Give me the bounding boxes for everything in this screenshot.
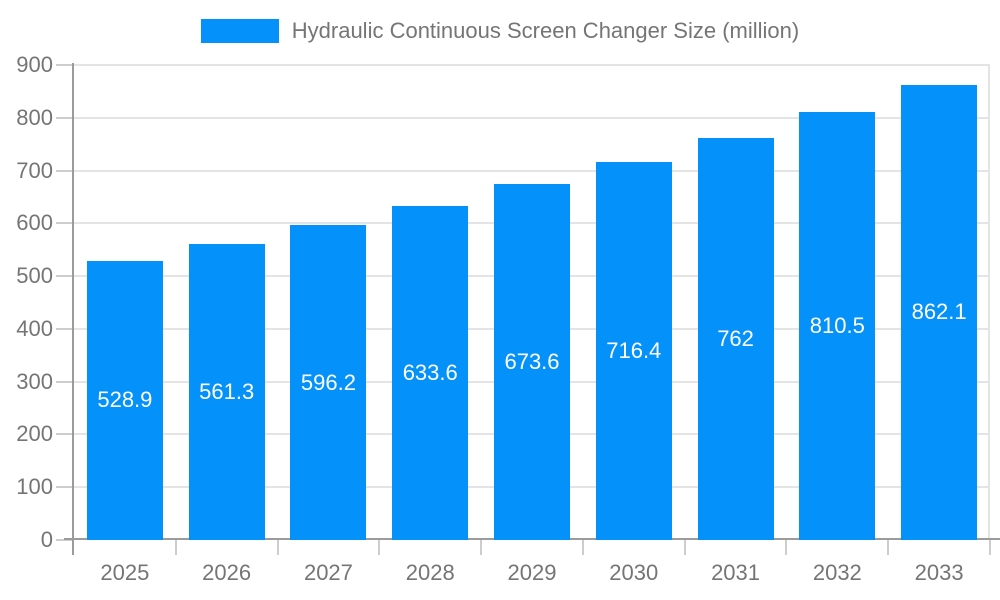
bar-value-label-2033: 862.1 <box>911 299 967 325</box>
xtick-mark-2 <box>276 540 279 555</box>
ytick-label-600: 600 <box>16 210 53 236</box>
bar-2033[interactable]: 862.1 <box>901 85 978 540</box>
ytick-mark-800 <box>56 116 74 119</box>
gridline-right-border <box>988 65 990 540</box>
xtick-mark-6 <box>683 540 686 555</box>
xtick-mark-9 <box>989 540 991 555</box>
bar-2026[interactable]: 561.3 <box>188 243 265 540</box>
bar-value-label-2031: 762 <box>717 325 754 351</box>
bar-value-label-2025: 528.9 <box>97 387 153 413</box>
ytick-label-200: 200 <box>16 421 53 447</box>
xtick-label-2032: 2032 <box>812 560 862 585</box>
y-axis-line <box>72 63 74 555</box>
xtick-mark-8 <box>887 540 890 555</box>
ytick-label-300: 300 <box>16 368 53 394</box>
xtick-label-2030: 2030 <box>609 560 659 585</box>
bar-value-label-2026: 561.3 <box>199 378 255 404</box>
bar-2032[interactable]: 810.5 <box>799 112 876 540</box>
bar-2030[interactable]: 716.4 <box>595 161 672 540</box>
ytick-mark-300 <box>56 380 74 383</box>
bar-value-label-2029: 673.6 <box>504 349 560 375</box>
bar-value-label-2027: 596.2 <box>300 369 356 395</box>
ytick-label-500: 500 <box>16 263 53 289</box>
xtick-label-2029: 2029 <box>507 560 557 585</box>
xtick-mark-7 <box>785 540 788 555</box>
bar-value-label-2028: 633.6 <box>402 359 458 385</box>
xtick-label-2027: 2027 <box>303 560 353 585</box>
ytick-mark-100 <box>56 486 74 489</box>
legend-swatch-icon[interactable] <box>200 19 279 43</box>
xtick-label-2031: 2031 <box>711 560 761 585</box>
legend[interactable]: Hydraulic Continuous Screen Changer Size… <box>0 16 1000 46</box>
ytick-mark-0 <box>56 539 74 541</box>
bar-2028[interactable]: 633.6 <box>392 205 469 540</box>
xtick-mark-4 <box>480 540 483 555</box>
bar-2029[interactable]: 673.6 <box>494 184 570 540</box>
ytick-mark-900 <box>56 64 74 66</box>
legend-label: Hydraulic Continuous Screen Changer Size… <box>291 18 800 43</box>
bar-2031[interactable]: 762 <box>697 137 774 540</box>
ytick-mark-200 <box>56 433 74 436</box>
ytick-label-400: 400 <box>16 315 53 341</box>
xtick-label-2025: 2025 <box>100 560 150 585</box>
gridline-y-700 <box>74 169 990 172</box>
ytick-mark-400 <box>56 327 74 330</box>
ytick-mark-600 <box>56 222 74 225</box>
bar-value-label-2032: 810.5 <box>809 313 865 339</box>
bar-2025[interactable]: 528.9 <box>86 260 163 540</box>
xtick-label-2028: 2028 <box>405 560 455 585</box>
ytick-mark-700 <box>56 169 74 172</box>
xtick-mark-1 <box>174 540 177 555</box>
xtick-mark-5 <box>581 540 584 555</box>
xtick-label-2026: 2026 <box>202 560 252 585</box>
ytick-mark-500 <box>56 275 74 278</box>
gridline-y-900 <box>74 64 990 66</box>
ytick-label-800: 800 <box>16 104 53 130</box>
gridline-y-800 <box>74 116 990 119</box>
xtick-mark-3 <box>378 540 381 555</box>
ytick-label-900: 900 <box>16 52 53 77</box>
ytick-label-100: 100 <box>16 474 53 500</box>
ytick-label-700: 700 <box>16 157 53 183</box>
bar-2027[interactable]: 596.2 <box>290 225 367 540</box>
xtick-label-2033: 2033 <box>914 560 964 585</box>
ytick-label-0: 0 <box>40 527 53 552</box>
bar-value-label-2030: 716.4 <box>606 337 662 363</box>
